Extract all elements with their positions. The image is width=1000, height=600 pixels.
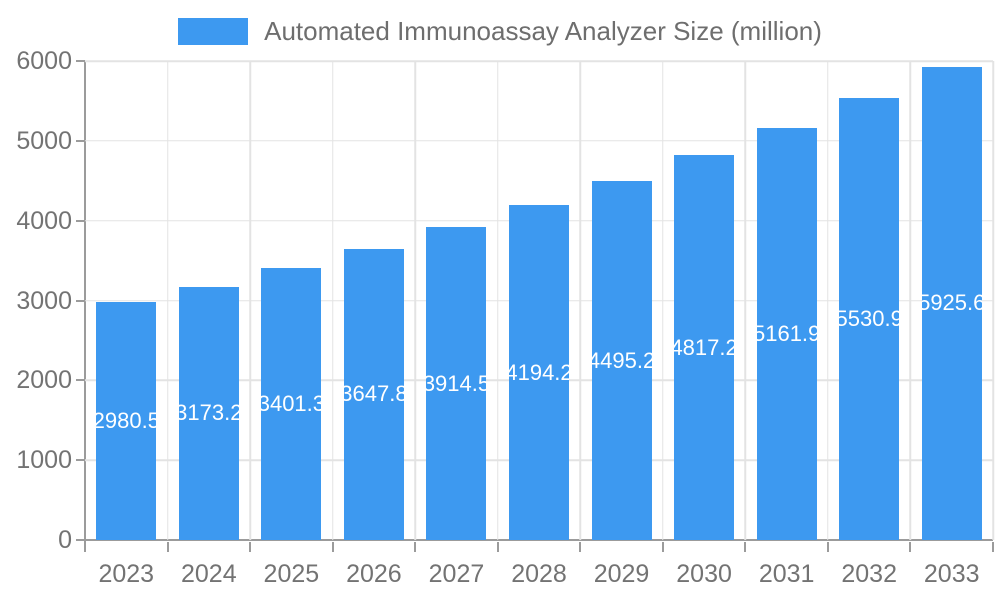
x-tick-mark bbox=[166, 542, 169, 552]
bar-value-label: 3401.3 bbox=[261, 391, 322, 417]
gridline-vertical bbox=[166, 61, 169, 540]
y-tick-mark bbox=[76, 539, 85, 541]
x-tick-label: 2025 bbox=[263, 560, 320, 588]
bar-value-label: 2980.5 bbox=[96, 408, 157, 434]
bar-2024: 3173.2 bbox=[178, 286, 239, 540]
bar-2028: 4194.2 bbox=[509, 205, 569, 540]
gridline-horizontal bbox=[85, 140, 993, 142]
bar-2026: 3647.8 bbox=[343, 248, 404, 540]
y-tick-mark bbox=[76, 219, 85, 222]
x-tick-label: 2030 bbox=[676, 560, 732, 588]
x-tick-mark bbox=[826, 542, 829, 552]
bar-value-label: 5530.9 bbox=[839, 306, 900, 332]
y-tick-label: 2000 bbox=[16, 366, 72, 395]
bar-value-label: 3173.2 bbox=[178, 400, 239, 426]
gridline-horizontal bbox=[85, 60, 993, 62]
bar-value-label: 5925.6 bbox=[921, 290, 982, 316]
x-tick-label: 2026 bbox=[346, 560, 402, 588]
x-tick-mark bbox=[744, 542, 747, 552]
bar-2023: 2980.5 bbox=[96, 302, 157, 540]
x-tick-mark bbox=[661, 542, 664, 552]
bar-value-label: 3914.5 bbox=[426, 370, 487, 396]
x-tick-mark bbox=[992, 542, 994, 552]
legend-swatch-icon bbox=[178, 18, 249, 45]
bar-2033: 5925.6 bbox=[921, 66, 982, 540]
x-tick-mark bbox=[579, 542, 582, 552]
gridline-vertical bbox=[249, 61, 251, 540]
x-tick-mark bbox=[496, 542, 499, 552]
bar-value-label: 4194.2 bbox=[509, 359, 569, 385]
gridline-vertical bbox=[496, 61, 499, 540]
x-tick-label: 2033 bbox=[923, 560, 980, 588]
x-tick-mark bbox=[249, 542, 252, 552]
x-tick-mark bbox=[331, 542, 334, 552]
gridline-vertical bbox=[744, 61, 747, 540]
x-tick-label: 2032 bbox=[841, 560, 897, 588]
y-tick-mark bbox=[76, 379, 85, 382]
y-tick-label: 5000 bbox=[16, 126, 72, 155]
x-tick-label: 2024 bbox=[181, 560, 237, 588]
gridline-vertical bbox=[992, 61, 994, 540]
chart-legend: Automated Immunoassay Analyzer Size (mil… bbox=[0, 16, 1000, 47]
y-tick-label: 6000 bbox=[16, 47, 72, 75]
y-tick-mark bbox=[76, 139, 85, 142]
y-tick-label: 0 bbox=[58, 526, 72, 554]
x-tick-mark bbox=[909, 542, 912, 552]
bar-2025: 3401.3 bbox=[261, 268, 322, 540]
x-tick-label: 2029 bbox=[593, 560, 650, 588]
y-tick-label: 3000 bbox=[16, 286, 72, 315]
bar-2032: 5530.9 bbox=[839, 98, 900, 540]
x-tick-label: 2031 bbox=[758, 560, 815, 588]
y-tick-mark bbox=[76, 60, 85, 62]
gridline-vertical bbox=[827, 61, 829, 540]
gridline-vertical bbox=[909, 61, 912, 540]
x-tick-mark bbox=[414, 542, 417, 552]
gridline-vertical bbox=[331, 61, 334, 540]
x-tick-label: 2027 bbox=[428, 560, 485, 588]
bar-value-label: 3647.8 bbox=[343, 381, 404, 407]
bar-value-label: 5161.9 bbox=[756, 320, 817, 346]
x-tick-label: 2023 bbox=[98, 560, 155, 588]
gridline-vertical bbox=[579, 61, 582, 540]
x-axis-line bbox=[85, 539, 993, 541]
y-tick-mark bbox=[76, 459, 85, 462]
bar-2027: 3914.5 bbox=[426, 227, 487, 540]
bar-value-label: 4817.2 bbox=[674, 334, 735, 360]
y-tick-mark bbox=[76, 299, 85, 302]
legend-label: Automated Immunoassay Analyzer Size (mil… bbox=[264, 16, 822, 46]
bar-value-label: 4495.2 bbox=[591, 347, 652, 373]
legend-item[interactable]: Automated Immunoassay Analyzer Size (mil… bbox=[178, 16, 822, 47]
bar-2029: 4495.2 bbox=[591, 181, 652, 540]
bar-2030: 4817.2 bbox=[674, 155, 735, 540]
y-tick-label: 1000 bbox=[16, 446, 72, 475]
y-tick-label: 4000 bbox=[16, 206, 72, 235]
bar-2031: 5161.9 bbox=[756, 127, 817, 540]
gridline-vertical bbox=[662, 61, 664, 540]
gridline-vertical bbox=[414, 61, 416, 540]
plot-area: 2980.5 3173.2 3401.3 3647.8 3914.5 4194.2 4495… bbox=[76, 60, 994, 552]
y-axis-line bbox=[84, 61, 86, 552]
x-tick-label: 2028 bbox=[511, 560, 567, 588]
